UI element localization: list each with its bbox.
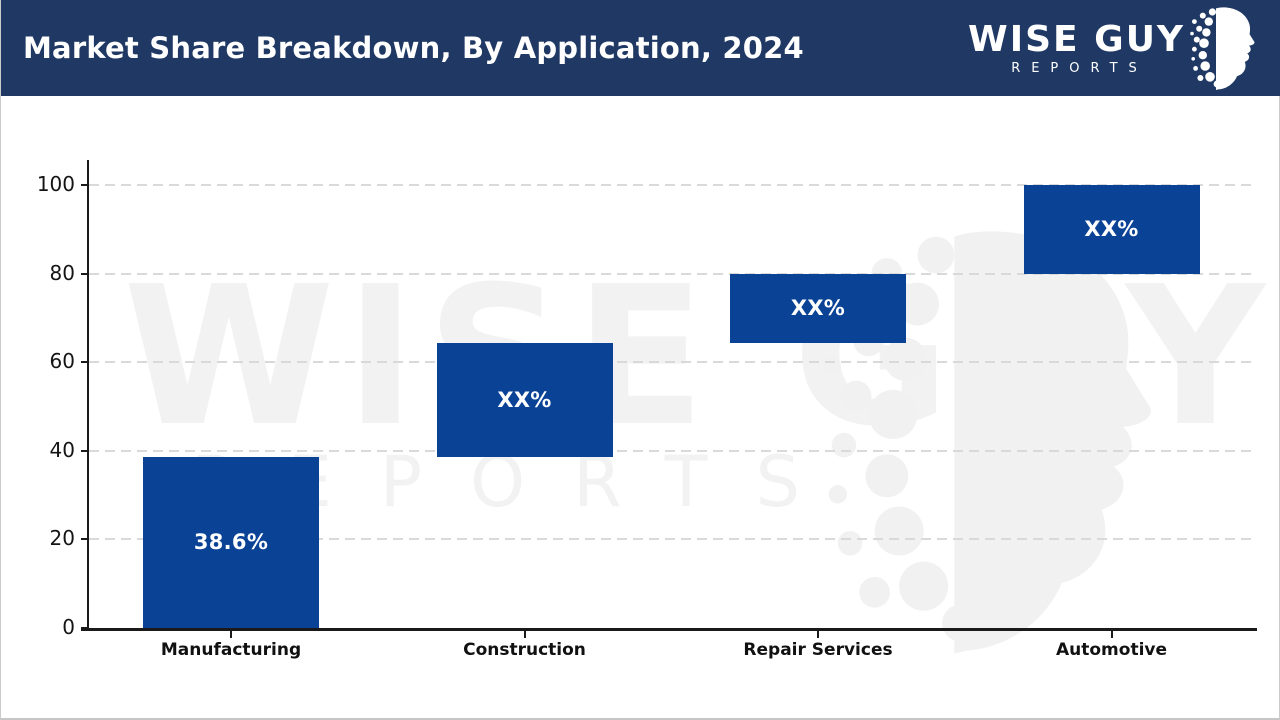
y-tick xyxy=(81,538,89,541)
x-tick xyxy=(230,631,232,638)
y-tick xyxy=(81,361,89,364)
y-gridline xyxy=(89,449,1257,452)
y-tick-label: 40 xyxy=(49,437,75,462)
bar-manufacturing: 38.6% xyxy=(143,457,319,628)
y-gridline xyxy=(89,184,1257,186)
header-bar: Market Share Breakdown, By Application, … xyxy=(1,0,1280,96)
y-tick-label: 20 xyxy=(49,526,75,551)
bar-construction: XX% xyxy=(436,343,613,457)
x-category-label: Automotive xyxy=(1055,640,1168,660)
y-tick-label: 0 xyxy=(62,615,75,639)
logo-wordmark: WISE GUY xyxy=(967,18,1185,60)
y-tick xyxy=(81,272,89,275)
y-gridline xyxy=(89,538,1257,541)
bar-automotive: XX% xyxy=(1023,185,1200,274)
x-tick xyxy=(1110,631,1113,638)
y-tick-label: 60 xyxy=(49,349,75,374)
y-tick-label: 100 xyxy=(36,172,75,196)
logo-subtext: REPORTS xyxy=(1011,60,1148,76)
x-axis xyxy=(81,628,1257,631)
y-tick-label: 80 xyxy=(49,260,75,285)
bar-value-label: XX% xyxy=(790,296,846,321)
x-tick xyxy=(817,631,819,638)
y-gridline xyxy=(89,272,1257,275)
y-axis xyxy=(87,160,89,631)
bar-value-label: XX% xyxy=(497,388,552,413)
x-category-label: Construction xyxy=(463,640,586,660)
y-gridline xyxy=(89,361,1257,364)
y-tick xyxy=(81,184,89,186)
wise-guy-reports-logo: WISE GUY REPORTS xyxy=(968,6,1263,90)
y-tick xyxy=(81,449,89,452)
x-category-label: Manufacturing xyxy=(160,640,302,660)
bar-value-label: XX% xyxy=(1084,217,1139,242)
logo-text: WISE GUY REPORTS xyxy=(967,18,1185,76)
bar-repair-services: XX% xyxy=(730,273,906,344)
bar-value-label: 38.6% xyxy=(193,530,269,555)
page-title: Market Share Breakdown, By Application, … xyxy=(23,31,804,65)
x-tick xyxy=(523,631,526,638)
x-category-label: Repair Services xyxy=(743,640,893,660)
